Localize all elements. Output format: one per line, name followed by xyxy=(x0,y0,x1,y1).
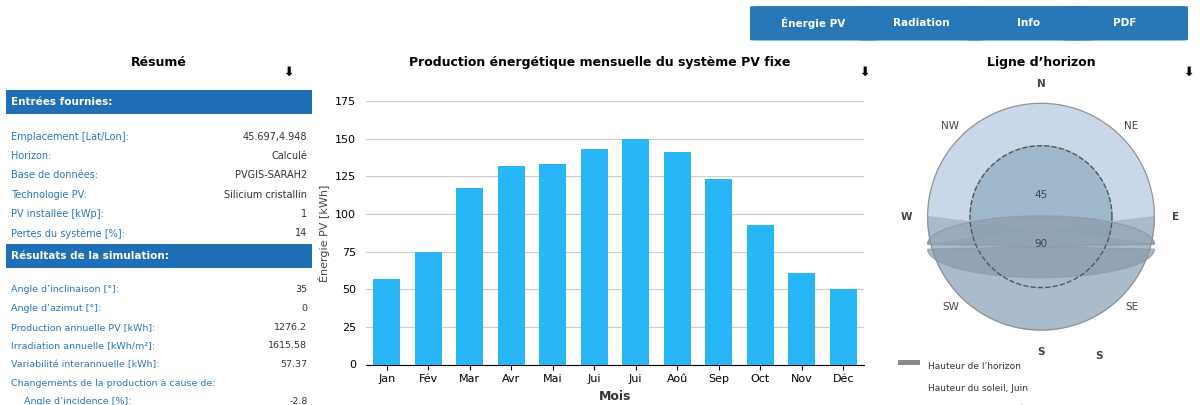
Bar xyxy=(664,152,691,364)
FancyBboxPatch shape xyxy=(966,6,1092,41)
Bar xyxy=(706,179,732,364)
Bar xyxy=(788,273,815,364)
Text: Énergie PV: Énergie PV xyxy=(781,17,845,29)
FancyBboxPatch shape xyxy=(858,6,984,41)
Text: Hauteur du soleil, Juin: Hauteur du soleil, Juin xyxy=(928,384,1027,393)
Text: Horizon:: Horizon: xyxy=(11,151,50,161)
Text: 35: 35 xyxy=(295,286,307,294)
Text: Hauteur de l’horizon: Hauteur de l’horizon xyxy=(928,362,1020,371)
Text: PVGIS-SARAH2: PVGIS-SARAH2 xyxy=(235,171,307,180)
Bar xyxy=(581,149,607,364)
Text: 14: 14 xyxy=(295,228,307,238)
Text: PERFORMANCE DU SYSTÈME PV COUPLÉ AU RÉSEAU: RÉSULTATS: PERFORMANCE DU SYSTÈME PV COUPLÉ AU RÉSE… xyxy=(214,16,746,31)
Text: Calculé: Calculé xyxy=(271,151,307,161)
Text: Résumé: Résumé xyxy=(131,55,187,68)
FancyBboxPatch shape xyxy=(1062,6,1188,41)
Text: 57.37: 57.37 xyxy=(281,360,307,369)
Bar xyxy=(829,289,857,364)
FancyBboxPatch shape xyxy=(6,90,312,114)
Polygon shape xyxy=(928,103,1154,330)
Text: N: N xyxy=(1037,79,1045,89)
Text: Angle d’incidence [%]:: Angle d’incidence [%]: xyxy=(24,397,132,405)
Text: S: S xyxy=(1037,347,1045,357)
X-axis label: Mois: Mois xyxy=(599,390,631,403)
Text: 0: 0 xyxy=(301,304,307,313)
Text: SW: SW xyxy=(942,302,959,312)
Text: E: E xyxy=(1172,212,1180,222)
Bar xyxy=(539,164,566,364)
Text: Irradiation annuelle [kWh/m²]:: Irradiation annuelle [kWh/m²]: xyxy=(11,341,155,350)
FancyBboxPatch shape xyxy=(898,360,919,373)
Bar xyxy=(498,166,524,364)
Bar xyxy=(456,188,484,364)
Text: 45: 45 xyxy=(1034,190,1048,200)
Bar xyxy=(746,225,774,364)
Text: NW: NW xyxy=(942,121,960,131)
Bar xyxy=(623,139,649,364)
Text: Pertes du système [%]:: Pertes du système [%]: xyxy=(11,228,125,239)
Text: 45.697,4.948: 45.697,4.948 xyxy=(242,132,307,142)
Text: 90: 90 xyxy=(1034,239,1048,249)
Text: NE: NE xyxy=(1124,121,1139,131)
Text: Angle d’azimut [°]:: Angle d’azimut [°]: xyxy=(11,304,101,313)
Text: 1615.58: 1615.58 xyxy=(269,341,307,350)
Text: 1276.2: 1276.2 xyxy=(275,323,307,332)
Text: Radiation: Radiation xyxy=(893,18,949,28)
Text: Technologie PV:: Technologie PV: xyxy=(11,190,86,200)
Text: S: S xyxy=(1096,351,1103,360)
Text: Ligne d’horizon: Ligne d’horizon xyxy=(986,55,1096,68)
Text: PDF: PDF xyxy=(1114,18,1136,28)
Polygon shape xyxy=(970,146,1112,288)
FancyBboxPatch shape xyxy=(6,244,312,268)
Text: Info: Info xyxy=(1018,18,1040,28)
Polygon shape xyxy=(928,216,1154,277)
Text: SE: SE xyxy=(1126,302,1138,312)
Text: PV installée [kWp]:: PV installée [kWp]: xyxy=(11,209,103,219)
Text: 1: 1 xyxy=(301,209,307,219)
Text: Emplacement [Lat/Lon]:: Emplacement [Lat/Lon]: xyxy=(11,132,128,142)
Bar xyxy=(415,252,442,364)
Text: Entrées fournies:: Entrées fournies: xyxy=(11,97,112,107)
Text: ⬇: ⬇ xyxy=(283,65,294,78)
Text: ⬇: ⬇ xyxy=(1183,65,1194,78)
FancyBboxPatch shape xyxy=(750,6,876,41)
Text: Variabilité interannuelle [kWh]:: Variabilité interannuelle [kWh]: xyxy=(11,360,160,369)
Text: -2.8: -2.8 xyxy=(289,397,307,405)
Text: Silicium cristallin: Silicium cristallin xyxy=(224,190,307,200)
Polygon shape xyxy=(928,216,1154,330)
Text: Angle d’inclinaison [°]:: Angle d’inclinaison [°]: xyxy=(11,286,119,294)
Bar xyxy=(373,279,401,364)
Text: Production annuelle PV [kWh]:: Production annuelle PV [kWh]: xyxy=(11,323,155,332)
Text: ⬇: ⬇ xyxy=(859,65,870,78)
Text: Base de données:: Base de données: xyxy=(11,171,97,180)
Y-axis label: Énergie PV [kWh]: Énergie PV [kWh] xyxy=(318,184,330,281)
Text: Résultats de la simulation:: Résultats de la simulation: xyxy=(11,251,168,261)
Text: Production énergétique mensuelle du système PV fixe: Production énergétique mensuelle du syst… xyxy=(409,55,791,68)
Text: Changements de la production à cause de:: Changements de la production à cause de: xyxy=(11,379,215,388)
Text: W: W xyxy=(900,212,912,222)
